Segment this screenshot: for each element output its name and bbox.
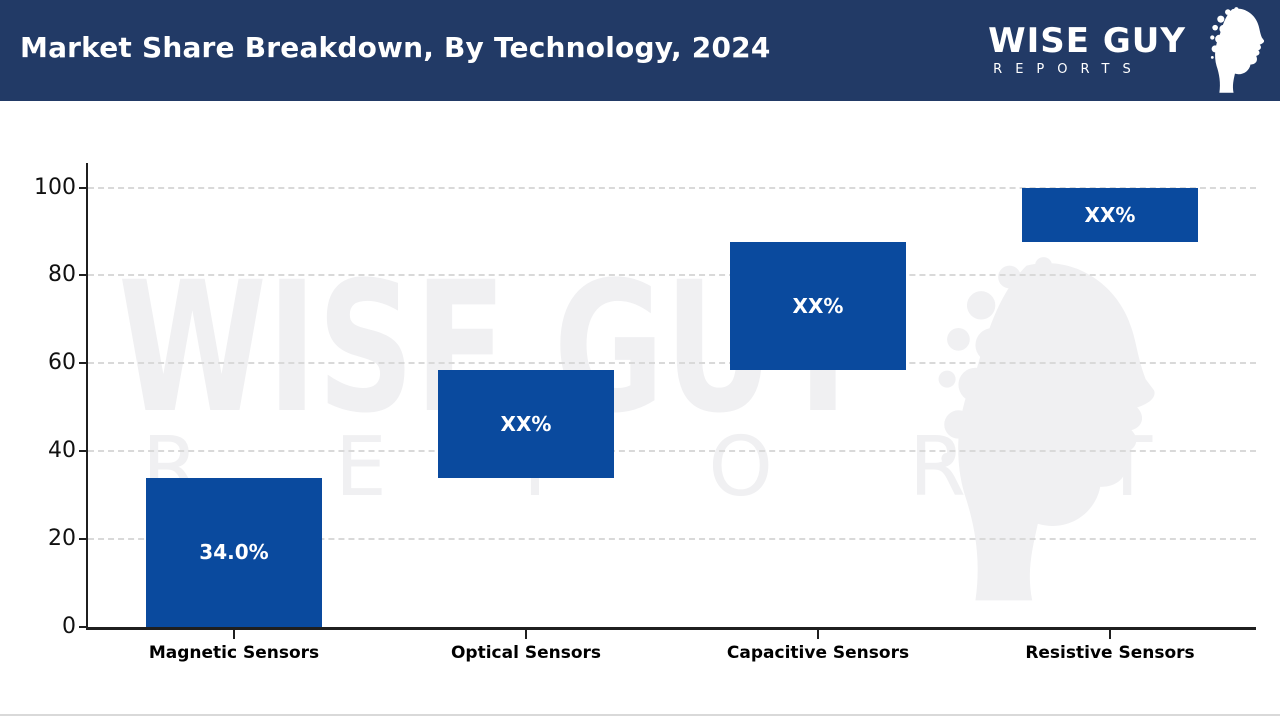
bar-value-label: XX% [1084,202,1136,227]
y-tick-mark [79,538,88,541]
y-tick-label: 100 [34,174,76,200]
bar-capacitive-sensors: XX% [730,241,906,370]
x-tick-mark [817,630,819,639]
y-tick-mark [79,274,88,277]
bar-value-label: XX% [500,411,552,436]
bar-magnetic-sensors: 34.0% [146,477,322,627]
y-tick-label: 40 [48,438,76,464]
gridline-60 [88,362,1256,365]
gridline-100 [88,186,1256,189]
y-axis-line [86,163,88,630]
gridline-40 [88,450,1256,453]
bar-optical-sensors: XX% [438,369,614,478]
x-tick-mark [233,630,235,639]
y-tick-mark [79,362,88,365]
logo-text: WISE GUY REPORTS [988,24,1186,77]
y-tick-label: 0 [62,614,76,639]
x-tick-mark [525,630,527,639]
x-category-label: Resistive Sensors [1025,643,1195,663]
page-title: Market Share Breakdown, By Technology, 2… [20,31,771,64]
y-tick-label: 20 [48,526,76,552]
x-category-label: Optical Sensors [450,643,602,663]
y-tick-mark [79,186,88,189]
wiseguy-logo: WISE GUY REPORTS [988,5,1272,97]
bottom-divider [0,714,1280,716]
head-profile-dots-icon [1210,6,1265,93]
x-category-label: Magnetic Sensors [148,643,320,663]
y-tick-mark [79,450,88,453]
y-tick-mark [79,626,88,628]
chart-canvas: WISE GUY R E P O R T S 0 20 40 60 80 100 34.0%… [0,101,1280,720]
x-axis-line [87,627,1256,630]
gridline-20 [88,538,1256,541]
y-tick-label: 80 [48,262,76,288]
x-tick-mark [1109,630,1111,639]
gridline-80 [88,274,1256,277]
plot-area: 0 20 40 60 80 100 34.0% Magnetic Sensors XX% Opti… [0,101,1280,720]
y-tick-label: 60 [48,350,76,376]
x-category-label: Capacitive Sensors [726,643,910,663]
bar-value-label: 34.0% [199,540,269,565]
logo-wordmark: WISE GUY [988,21,1186,61]
bar-value-label: XX% [792,293,844,318]
bar-resistive-sensors: XX% [1022,187,1198,242]
logo-subtext: REPORTS [993,62,1144,77]
header-bar: Market Share Breakdown, By Technology, 2… [0,0,1280,101]
